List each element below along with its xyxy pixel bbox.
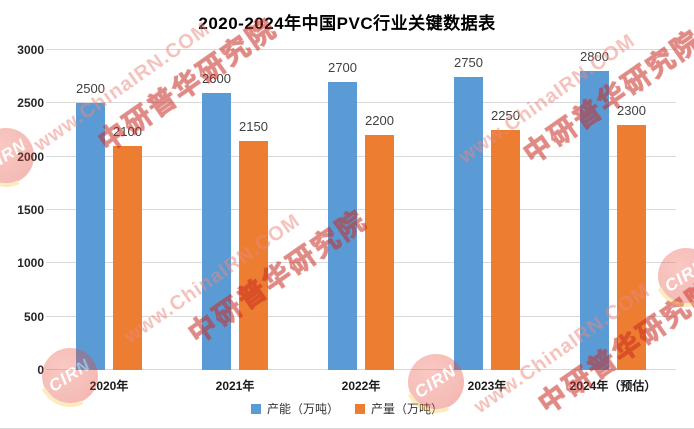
legend-label-output: 产量（万吨） — [371, 402, 444, 416]
gridline — [46, 102, 676, 104]
chart-title: 2020-2024年中国PVC行业关键数据表 — [198, 14, 496, 33]
y-axis-label: 1500 — [17, 203, 44, 217]
gridline — [46, 315, 676, 317]
bar-value-label: 2500 — [76, 81, 105, 97]
y-axis-label: 2000 — [17, 149, 44, 164]
bar-value-label: 2250 — [491, 108, 520, 123]
y-axis-label: 2500 — [17, 96, 44, 111]
bar-value-label: 2800 — [580, 49, 609, 65]
gridline — [46, 369, 676, 370]
y-axis-label: 0 — [37, 363, 44, 377]
bar-capacity — [454, 76, 483, 370]
bar-capacity — [202, 92, 231, 370]
bar-output — [491, 130, 520, 370]
x-axis-label: 2021年 — [215, 379, 255, 393]
bar-value-label: 2100 — [113, 124, 142, 139]
bar-value-label: 2150 — [239, 118, 268, 134]
bar-output — [617, 124, 646, 370]
bar-value-label: 2750 — [454, 54, 483, 70]
bar-output — [365, 135, 394, 370]
bar-capacity — [76, 103, 105, 370]
x-axis-label: 2024年（预估） — [569, 379, 657, 393]
legend-swatch-capacity — [250, 403, 261, 414]
bar-value-label: 2200 — [365, 113, 394, 129]
x-axis-label: 2023年 — [467, 379, 507, 393]
gridline — [46, 155, 676, 157]
legend-item-capacity: 产能（万吨） — [250, 400, 339, 417]
bar-value-label: 2600 — [202, 70, 231, 86]
legend: 产能（万吨） 产量（万吨） — [0, 400, 694, 417]
gridline — [46, 49, 676, 50]
legend-item-output: 产量（万吨） — [355, 400, 443, 417]
bar-output — [239, 140, 268, 370]
gridline — [46, 209, 676, 210]
legend-label-capacity: 产能（万吨） — [266, 402, 339, 416]
y-axis-label: 1000 — [17, 256, 44, 271]
plot-area: 2500 2100 2600 2150 2700 2200 2750 2250 2800 2300 — [46, 49, 676, 370]
x-axis-label: 2022年 — [341, 379, 381, 393]
bar-value-label: 2700 — [328, 60, 357, 75]
y-axis-label: 500 — [23, 309, 44, 324]
legend-swatch-output — [355, 403, 365, 414]
bar-capacity — [580, 71, 609, 370]
y-axis-label: 3000 — [17, 43, 44, 57]
x-axis-label: 2020年 — [89, 379, 129, 393]
bar-value-label: 2300 — [617, 102, 646, 118]
bar-output — [113, 146, 142, 370]
bar-capacity — [328, 82, 357, 370]
gridline — [46, 262, 676, 264]
